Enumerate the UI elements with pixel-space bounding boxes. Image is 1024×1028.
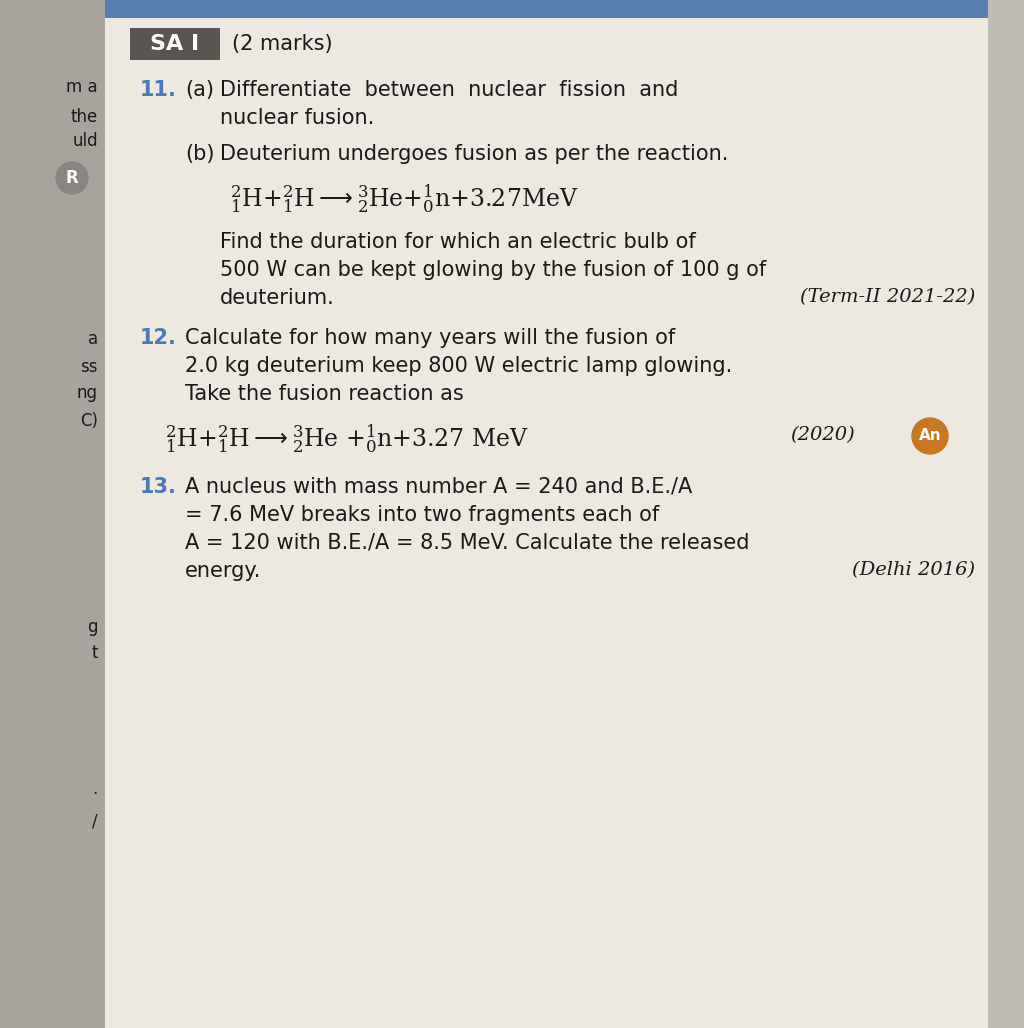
Text: Find the duration for which an electric bulb of: Find the duration for which an electric …	[220, 232, 695, 252]
Text: SA I: SA I	[151, 34, 200, 54]
Text: deuterium.: deuterium.	[220, 288, 335, 308]
Text: R: R	[66, 169, 79, 187]
Text: (2020): (2020)	[790, 426, 855, 444]
Circle shape	[912, 418, 948, 454]
Text: (2 marks): (2 marks)	[232, 34, 333, 54]
Text: C): C)	[80, 412, 98, 430]
Text: Deuterium undergoes fusion as per the reaction.: Deuterium undergoes fusion as per the re…	[220, 144, 728, 164]
Text: g: g	[87, 618, 98, 636]
Text: 13.: 13.	[140, 477, 177, 497]
Text: (a): (a)	[185, 80, 214, 100]
Text: energy.: energy.	[185, 561, 261, 581]
Text: /: /	[92, 812, 98, 830]
Text: (Delhi 2016): (Delhi 2016)	[852, 561, 975, 579]
Text: ss: ss	[81, 358, 98, 376]
Text: m a: m a	[67, 78, 98, 96]
Text: $\mathregular{^{2}_{1}}$H+$\mathregular{^{2}_{1}}$H$\longrightarrow\mathregular{: $\mathregular{^{2}_{1}}$H+$\mathregular{…	[165, 423, 528, 455]
Circle shape	[56, 162, 88, 194]
Text: ng: ng	[77, 384, 98, 402]
Text: A nucleus with mass number A = 240 and B.E./A: A nucleus with mass number A = 240 and B…	[185, 477, 692, 497]
Text: $\mathregular{^{2}_{1}}$H+$\mathregular{^{2}_{1}}$H$\longrightarrow\mathregular{: $\mathregular{^{2}_{1}}$H+$\mathregular{…	[230, 182, 579, 215]
Text: 2.0 kg deuterium keep 800 W electric lamp glowing.: 2.0 kg deuterium keep 800 W electric lam…	[185, 356, 732, 376]
Bar	[988, 0, 1024, 1028]
Text: .: .	[93, 780, 98, 798]
Text: uld: uld	[73, 132, 98, 150]
Text: (Term-II 2021-22): (Term-II 2021-22)	[800, 288, 975, 306]
Text: Take the fusion reaction as: Take the fusion reaction as	[185, 384, 464, 404]
Text: An: An	[919, 429, 941, 443]
Text: t: t	[91, 644, 98, 662]
Text: 12.: 12.	[140, 328, 177, 348]
Text: the: the	[71, 108, 98, 126]
Text: 11.: 11.	[140, 80, 177, 100]
Text: (b): (b)	[185, 144, 214, 164]
Bar	[0, 0, 105, 1028]
Text: = 7.6 MeV breaks into two fragments each of: = 7.6 MeV breaks into two fragments each…	[185, 505, 659, 525]
Text: a: a	[88, 330, 98, 348]
Text: Differentiate  between  nuclear  fission  and: Differentiate between nuclear fission an…	[220, 80, 678, 100]
Text: nuclear fusion.: nuclear fusion.	[220, 108, 374, 128]
Bar	[130, 28, 220, 60]
Text: Calculate for how many years will the fusion of: Calculate for how many years will the fu…	[185, 328, 675, 348]
Bar	[105, 0, 988, 1028]
Text: A = 120 with B.E./A = 8.5 MeV. Calculate the released: A = 120 with B.E./A = 8.5 MeV. Calculate…	[185, 533, 750, 553]
Text: 500 W can be kept glowing by the fusion of 100 g of: 500 W can be kept glowing by the fusion …	[220, 260, 766, 280]
Bar	[105, 0, 988, 19]
